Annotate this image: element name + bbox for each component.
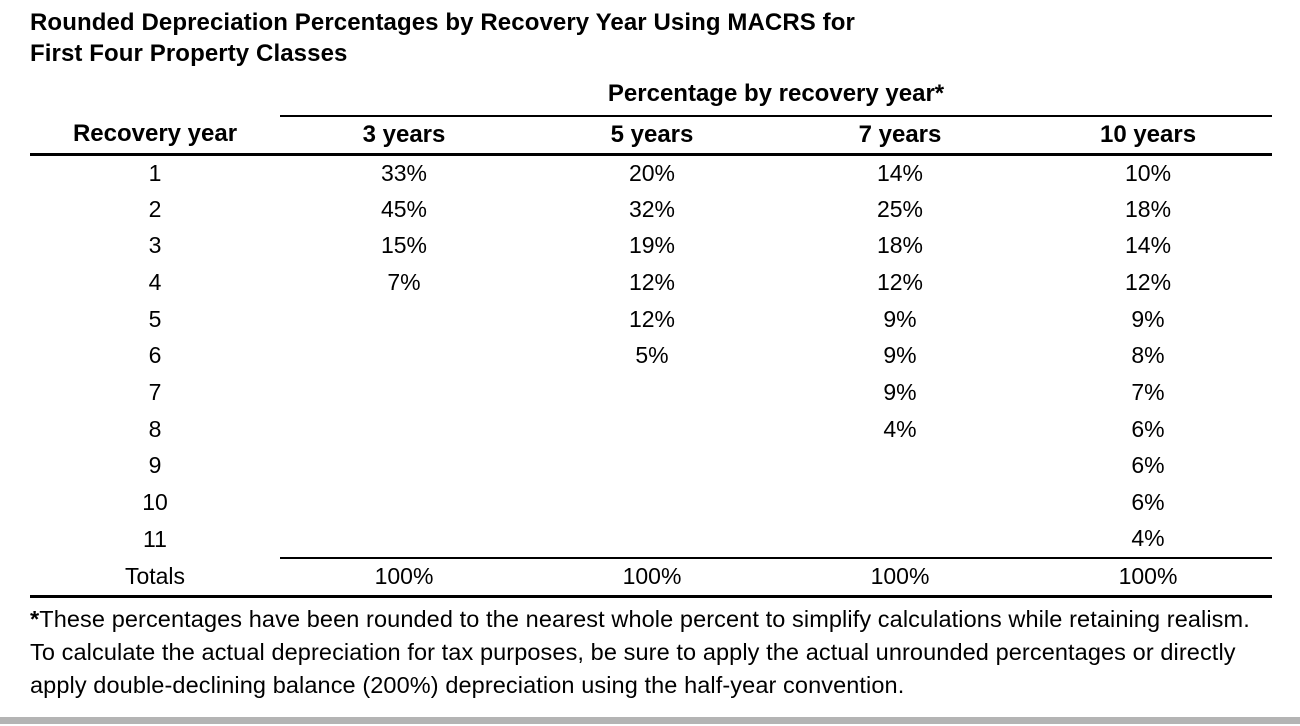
footnote-asterisk: * [30, 606, 40, 633]
totals-7yr: 100% [776, 556, 1024, 599]
cell-5yr [528, 411, 776, 448]
table-row: 10 6% [30, 484, 1272, 521]
cell-5yr [528, 374, 776, 411]
cell-3yr: 7% [387, 268, 421, 295]
cell-10yr: 14% [1124, 232, 1172, 259]
spanner-header: Percentage by recovery year* [280, 76, 1273, 117]
table-row: 6 5% 9% 8% [30, 337, 1272, 374]
cell-10yr: 8% [1131, 342, 1165, 369]
cell-year: 5 [148, 305, 162, 332]
col-header-7-years: 7 years [776, 116, 1024, 156]
cell-10yr: 6% [1131, 415, 1165, 442]
cell-5yr [528, 448, 776, 485]
cell-7yr [776, 484, 1024, 521]
table-row: 9 6% [30, 448, 1272, 485]
bottom-divider-bar [0, 717, 1300, 724]
cell-7yr: 14% [876, 159, 924, 186]
cell-3yr: 15% [380, 232, 428, 259]
cell-5yr: 5% [635, 342, 669, 369]
cell-3yr: 45% [380, 195, 428, 222]
spanner-empty-cell [30, 76, 280, 116]
totals-10yr: 100% [1024, 556, 1273, 599]
table-row: 3 15% 19% 18% 14% [30, 227, 1272, 264]
cell-10yr: 6% [1131, 489, 1165, 516]
cell-10yr: 9% [1131, 305, 1165, 332]
cell-10yr: 6% [1131, 452, 1165, 479]
cell-5yr: 12% [628, 268, 676, 295]
table-row: 4 7% 12% 12% 12% [30, 264, 1272, 301]
cell-year: 4 [148, 268, 162, 295]
cell-7yr: 4% [883, 415, 917, 442]
cell-year: 3 [148, 232, 162, 259]
col-header-10-years: 10 years [1024, 116, 1273, 156]
cell-3yr [280, 411, 528, 448]
cell-5yr: 32% [628, 195, 676, 222]
cell-year: 1 [148, 159, 162, 186]
cell-10yr: 18% [1124, 195, 1172, 222]
cell-year: 11 [143, 525, 167, 552]
table-row: 2 45% 32% 25% 18% [30, 191, 1272, 228]
table-row: 1 33% 20% 14% 10% [30, 154, 1272, 191]
table-row: 8 4% 6% [30, 411, 1272, 448]
cell-5yr: 19% [628, 232, 676, 259]
cell-year: 9 [148, 452, 162, 479]
cell-10yr: 4% [1131, 525, 1165, 552]
totals-label: Totals [30, 557, 280, 599]
cell-7yr: 9% [883, 342, 917, 369]
cell-7yr: 18% [876, 232, 924, 259]
cell-5yr [528, 484, 776, 521]
document-page: Rounded Depreciation Percentages by Reco… [30, 7, 1274, 702]
cell-7yr: 9% [883, 378, 917, 405]
col-header-recovery-year: Recovery year [30, 116, 280, 156]
cell-3yr [280, 448, 528, 485]
spanner-row: Percentage by recovery year* [30, 76, 1273, 117]
cell-3yr [280, 374, 528, 411]
cell-7yr: 9% [883, 305, 917, 332]
page-title: Rounded Depreciation Percentages by Reco… [30, 7, 1272, 69]
footnote-text: These percentages have been rounded to t… [30, 606, 1250, 699]
macrs-depreciation-table: Percentage by recovery year* Recovery ye… [30, 76, 1273, 599]
cell-year: 8 [148, 415, 162, 442]
cell-5yr: 20% [628, 159, 676, 186]
page-title-line-1: Rounded Depreciation Percentages by Reco… [30, 9, 855, 36]
cell-5yr: 12% [628, 305, 676, 332]
cell-3yr [280, 337, 528, 374]
table-row: 11 4% [30, 521, 1272, 558]
cell-year: 7 [148, 378, 162, 405]
table-row: 7 9% 7% [30, 374, 1272, 411]
page-title-line-2: First Four Property Classes [30, 40, 348, 67]
column-header-row: Recovery year 3 years 5 years 7 years 10… [30, 116, 1273, 156]
cell-10yr: 10% [1124, 159, 1172, 186]
cell-5yr [528, 521, 776, 558]
cell-3yr [280, 484, 528, 521]
cell-7yr: 25% [876, 195, 924, 222]
totals-3yr: 100% [280, 556, 528, 599]
cell-3yr [280, 301, 528, 338]
col-header-5-years: 5 years [528, 116, 776, 156]
cell-3yr: 33% [380, 159, 428, 186]
totals-row: Totals 100% 100% 100% 100% [30, 556, 1273, 599]
cell-3yr [280, 521, 528, 558]
cell-year: 10 [142, 489, 168, 516]
cell-year: 2 [148, 195, 162, 222]
cell-10yr: 12% [1124, 268, 1172, 295]
table-row: 5 12% 9% 9% [30, 301, 1272, 338]
cell-7yr [776, 521, 1024, 558]
col-header-3-years: 3 years [280, 116, 528, 156]
cell-7yr [776, 448, 1024, 485]
totals-5yr: 100% [528, 556, 776, 599]
cell-10yr: 7% [1131, 378, 1165, 405]
cell-7yr: 12% [876, 268, 924, 295]
cell-year: 6 [148, 342, 162, 369]
footnote: *These percentages have been rounded to … [30, 603, 1274, 702]
